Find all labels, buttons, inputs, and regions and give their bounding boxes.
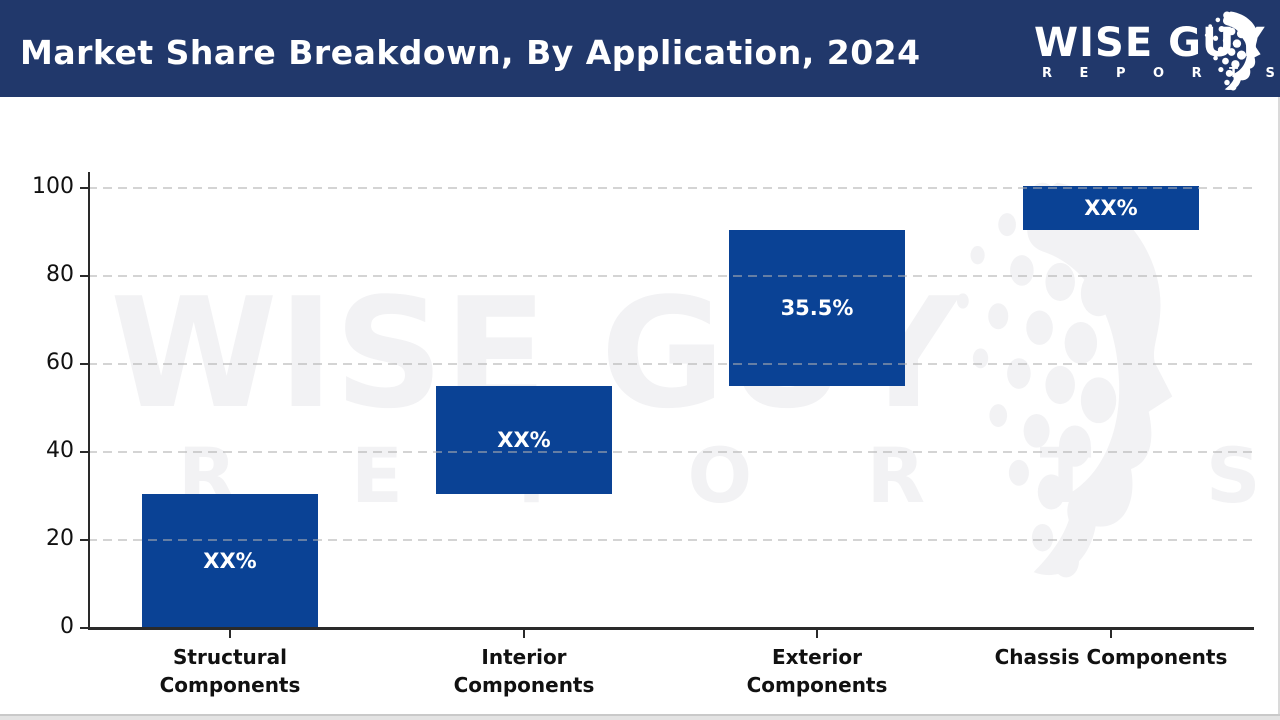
page-right-border: [1278, 97, 1280, 716]
bar-value-label: XX%: [1084, 196, 1138, 221]
watermark-subtext: R E P O R T S: [178, 431, 1280, 520]
y-tick-label: 40: [46, 438, 74, 463]
y-tick-mark: [80, 275, 88, 277]
bar-value-label: XX%: [203, 548, 257, 573]
bar-value-label: 35.5%: [780, 295, 854, 320]
y-tick-mark: [80, 539, 88, 541]
gridline: [88, 187, 1254, 189]
header-bar: Market Share Breakdown, By Application, …: [0, 0, 1280, 97]
footer-strip: [0, 714, 1280, 720]
y-tick-label: 20: [46, 526, 74, 551]
bar-segment: 35.5%: [729, 230, 905, 386]
dotted-head-icon: [1204, 11, 1261, 91]
x-tick-mark: [1110, 630, 1112, 638]
waterfall-chart: 0 20 40 60 80 100 XX% Structural Components XX% In…: [0, 97, 1280, 714]
gridline: [88, 275, 1254, 277]
x-category-label: Exterior Components: [746, 645, 888, 697]
y-tick-label: 0: [60, 614, 74, 639]
y-axis-line: [88, 172, 90, 629]
y-tick-label: 80: [46, 262, 74, 287]
x-category-label: Structural Components: [159, 645, 301, 697]
logo-subtext: R E P O R T S: [1042, 66, 1280, 81]
bar-segment: XX%: [436, 385, 612, 495]
y-tick-mark: [80, 363, 88, 365]
gridline: [88, 539, 1254, 541]
chart-title: Market Share Breakdown, By Application, …: [20, 33, 921, 72]
x-tick-mark: [229, 630, 231, 638]
x-category-label: Chassis Components: [994, 645, 1228, 669]
x-tick-mark: [523, 630, 525, 638]
y-tick-mark: [80, 451, 88, 453]
gridline: [88, 451, 1254, 453]
y-tick-label: 100: [32, 174, 74, 199]
y-tick-label: 60: [46, 350, 74, 375]
y-tick-mark: [80, 627, 88, 629]
bar-segment: XX%: [1023, 186, 1199, 231]
gridline: [88, 363, 1254, 365]
wise-guy-reports-logo: WISE GUY R E P O R T S: [1006, 6, 1275, 94]
x-tick-mark: [816, 630, 818, 638]
bar-segment: XX%: [142, 494, 318, 627]
x-category-label: Interior Components: [453, 645, 595, 697]
x-axis-line: [88, 627, 1254, 630]
y-tick-mark: [80, 187, 88, 189]
bar-value-label: XX%: [497, 427, 551, 452]
